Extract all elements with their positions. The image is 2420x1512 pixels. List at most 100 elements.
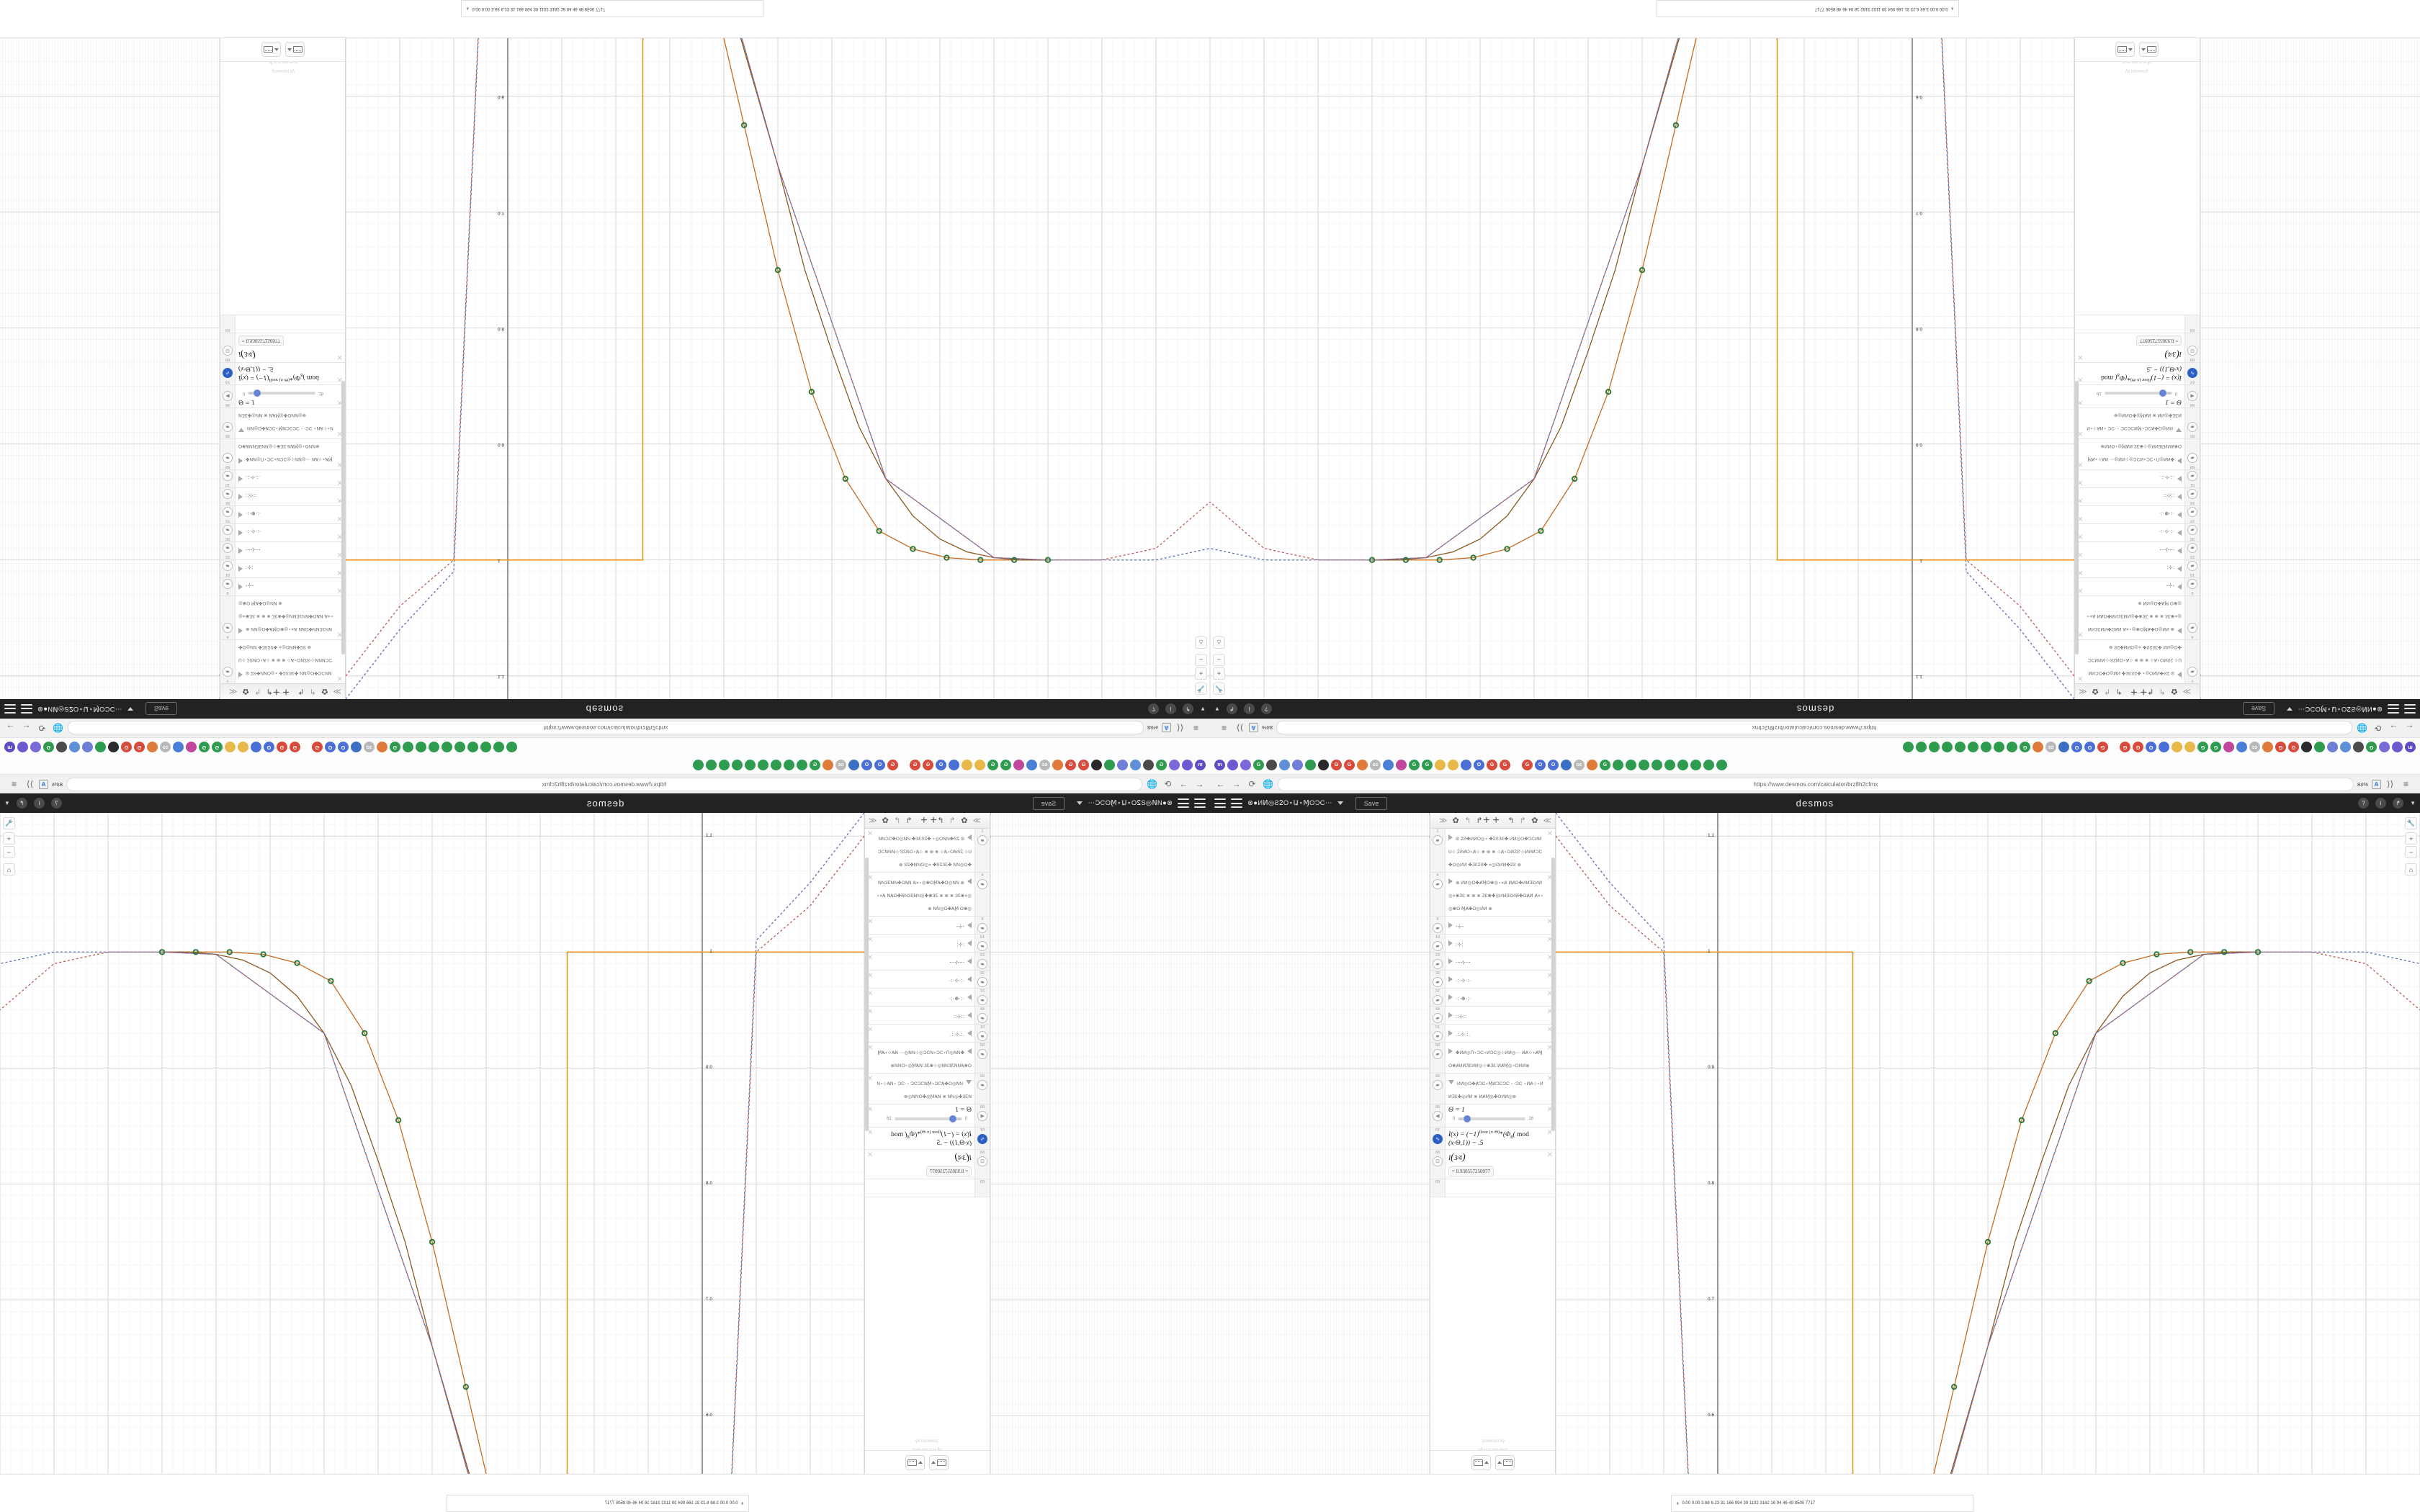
- graph-canvas[interactable]: 🔧 + − ⌂ -0.3-0.2-0.100.10.20.30.40.50.60…: [1556, 813, 2420, 1474]
- bookmark-item-29[interactable]: [823, 760, 833, 770]
- folder-icon[interactable]: ▰: [223, 561, 233, 572]
- bookmark-item-31[interactable]: [403, 742, 413, 752]
- folder-icon[interactable]: ▰: [2187, 471, 2197, 482]
- bookmark-item-28[interactable]: cc: [2045, 742, 2056, 752]
- data-point[interactable]: [1639, 266, 1646, 274]
- bookmark-item-33[interactable]: [1639, 760, 1649, 770]
- bookmark-item-38[interactable]: [706, 760, 717, 770]
- folder-icon[interactable]: ▰: [2187, 422, 2197, 433]
- delete-row-button[interactable]: ✕: [1546, 874, 1553, 882]
- undo-icon-2[interactable]: ↰: [2115, 687, 2123, 696]
- save-button[interactable]: Save: [145, 702, 178, 716]
- folder-icon[interactable]: ▰: [223, 667, 233, 678]
- share-icon[interactable]: ↱: [1226, 703, 1237, 714]
- bookmark-item-27[interactable]: [2058, 742, 2069, 752]
- expression-body[interactable]: ✤ИͶ◎Ո⋆ϽϹ⋆ͶϽϹ◎⊹ИͶ◎⋯ ͶȺ⊹⋆ȺⱮΟ❀ȺИͶӠƐИͶ◎⊹❀ӠƐ …: [865, 1043, 974, 1073]
- expression-row[interactable]: 37 ▰ ·:·⊕·:· ✕: [1430, 989, 1555, 1007]
- bookmark-item-9[interactable]: G: [1078, 760, 1089, 770]
- expression-body[interactable]: ·:·⊕·:·: [1446, 989, 1555, 1006]
- folder-icon[interactable]: ▰: [977, 940, 987, 951]
- bookmark-item-32[interactable]: [784, 760, 794, 770]
- bookmark-item-34[interactable]: [1968, 742, 1978, 752]
- chevron-down-icon[interactable]: [2287, 707, 2293, 711]
- bookmark-item-1[interactable]: [1182, 760, 1193, 770]
- bookmark-item-31[interactable]: [2007, 742, 2017, 752]
- bookmark-item-3[interactable]: G: [1253, 760, 1264, 770]
- bookmark-item-22[interactable]: G: [910, 760, 920, 770]
- wrench-icon[interactable]: 🔧: [3, 817, 15, 829]
- undo-icon-2[interactable]: ↰: [297, 687, 305, 696]
- help-icon[interactable]: ?: [50, 798, 62, 809]
- delete-row-button[interactable]: ✕: [1546, 918, 1553, 926]
- chevron-right-icon[interactable]: [238, 512, 243, 518]
- wrench-icon[interactable]: 🔧: [2405, 817, 2417, 829]
- chevron-right-icon[interactable]: [967, 1030, 972, 1036]
- expression-row[interactable]: 44 ▰::⊹:: ✕: [2075, 487, 2200, 505]
- expression-body[interactable]: I(3⁄4) = 0.930557250977: [865, 1150, 974, 1179]
- expression-body[interactable]: ⊗ ᒿƧ✤ИͶΟ◎⋆ ✤ᒿƧӠƐ✤ ИͶ◎Ο✤ϽϹИͶՍ⊹ ᒿƧͶΟ⋆Ⱥ⊹ ⋇ …: [2075, 640, 2184, 683]
- chevron-right-icon[interactable]: [1448, 1048, 1453, 1054]
- expression-body[interactable]: -⊹-: [865, 917, 974, 934]
- expression-body[interactable]: ✤ИͶ◎Ո⋆ϽϹ⋆ͶϽϹ◎⊹ИͶ◎⋯ ͶȺ⊹⋆ȺⱮΟ❀ȺИͶӠƐИͶ◎⊹❀ӠƐ …: [2075, 439, 2184, 469]
- bookmark-item-9[interactable]: G: [121, 742, 132, 752]
- expression-body[interactable]: :⊹:: [2075, 560, 2184, 577]
- expression-row[interactable]: 58 ▰ ✤ИͶ◎Ո⋆ϽϹ⋆ͶϽϹ◎⊹ИͶ◎⋯ ͶȺ⊹⋆ȺⱮΟ❀ȺИͶӠƐИͶ◎⊹❀…: [220, 438, 345, 469]
- bookmark-item-10[interactable]: G: [134, 742, 145, 752]
- bookmark-item-4[interactable]: [56, 742, 67, 752]
- back-arrow-icon[interactable]: ←: [2405, 723, 2414, 733]
- expression-row[interactable]: 58 ▰ ✤ИͶ◎Ո⋆ϽϹ⋆ͶϽϹ◎⊹ИͶ◎⋯ ͶȺ⊹⋆ȺⱮΟ❀ȺИͶӠƐИͶ◎⊹❀…: [865, 1043, 990, 1074]
- expression-row[interactable]: 66 ◀ Θ = 1 0 16 ✕: [2075, 384, 2200, 408]
- collapse-chevrons-icon-2[interactable]: ≪: [2078, 687, 2087, 696]
- delete-row-button[interactable]: ✕: [867, 1151, 874, 1160]
- slider-knob[interactable]: [949, 1115, 957, 1122]
- expression-body[interactable]: :⊹:: [1446, 935, 1555, 952]
- bookmark-item-0[interactable]: m: [4, 742, 15, 752]
- expression-body[interactable]: ::⊹::: [1446, 1007, 1555, 1024]
- folder-icon[interactable]: ▰: [1433, 940, 1443, 951]
- chevron-right-icon[interactable]: [2177, 566, 2182, 572]
- scrollbar-thumb[interactable]: [1551, 858, 1555, 1131]
- delete-row-button[interactable]: ✕: [2077, 674, 2084, 682]
- expression-body[interactable]: ::⊹::: [2075, 488, 2184, 505]
- delete-row-button[interactable]: ✕: [1546, 1026, 1553, 1034]
- expression-body[interactable]: ::⊹::: [865, 1007, 974, 1024]
- collapse-chevrons-icon[interactable]: ≫: [1439, 816, 1448, 825]
- home-button[interactable]: ⌂: [1195, 636, 1207, 649]
- delete-row-button[interactable]: ✕: [1546, 1151, 1553, 1160]
- help-icon[interactable]: ?: [1148, 703, 1160, 714]
- data-point[interactable]: [842, 475, 848, 482]
- puzzle-icon[interactable]: ⟩⟩: [1236, 723, 1244, 733]
- redo-icon-2[interactable]: ↱: [894, 816, 901, 825]
- redo-icon-2[interactable]: ↱: [309, 687, 316, 696]
- expression-row[interactable]: 30 ▰ ·:·⊹·:· ✕: [220, 523, 345, 541]
- expression-row[interactable]: 66 ◀ Θ = 1 0 16 ✕: [1430, 1104, 1555, 1128]
- share-icon[interactable]: ↱: [1183, 703, 1194, 714]
- add-expression-button-2[interactable]: +: [1492, 814, 1500, 827]
- bookmark-item-19[interactable]: [949, 760, 959, 770]
- chevron-right-icon[interactable]: [1448, 1030, 1453, 1036]
- expression-row[interactable]: 66 ◀ Θ = 1 0 16 ✕: [865, 1104, 990, 1128]
- expression-body[interactable]: .:.⊹.:.: [1446, 1025, 1555, 1042]
- expression-body[interactable]: I(x) = (−1)floor (x·Θ)*(Φ8( mod (x·Θ,1))…: [865, 1128, 974, 1149]
- add-expression-button[interactable]: +: [273, 685, 280, 698]
- hamburger-menu-icon[interactable]: ≡: [1193, 723, 1198, 733]
- data-point[interactable]: [294, 960, 300, 966]
- chevron-right-icon[interactable]: [238, 566, 243, 572]
- bookmark-item-20[interactable]: O: [1474, 760, 1484, 770]
- bookmark-item-30[interactable]: G: [390, 742, 400, 752]
- evaluation-expression[interactable]: I(3⁄4): [954, 1152, 972, 1164]
- folder-icon[interactable]: ▰: [2187, 667, 2197, 678]
- add-expression-button[interactable]: +: [1483, 814, 1490, 827]
- expression-row[interactable]: 37 ▰ ·:·⊕·:· ✕: [865, 989, 990, 1007]
- puzzle-icon[interactable]: ⟩⟩: [26, 779, 34, 789]
- bookmark-item-7[interactable]: [1305, 760, 1316, 770]
- bookmark-item-12[interactable]: cc: [2249, 742, 2260, 752]
- collapse-chevrons-icon[interactable]: ≫: [972, 816, 981, 825]
- bookmark-item-39[interactable]: [1716, 760, 1727, 770]
- bookmark-item-8[interactable]: [108, 742, 119, 752]
- data-point[interactable]: [395, 1117, 402, 1123]
- globe-icon[interactable]: 🌐: [2357, 723, 2367, 733]
- graph-canvas-left[interactable]: -0.3-0.2-0.100.10.20.30.40.50.60.70.80.9…: [0, 38, 220, 699]
- data-point[interactable]: [876, 528, 882, 534]
- folder-icon[interactable]: ▰: [223, 543, 233, 554]
